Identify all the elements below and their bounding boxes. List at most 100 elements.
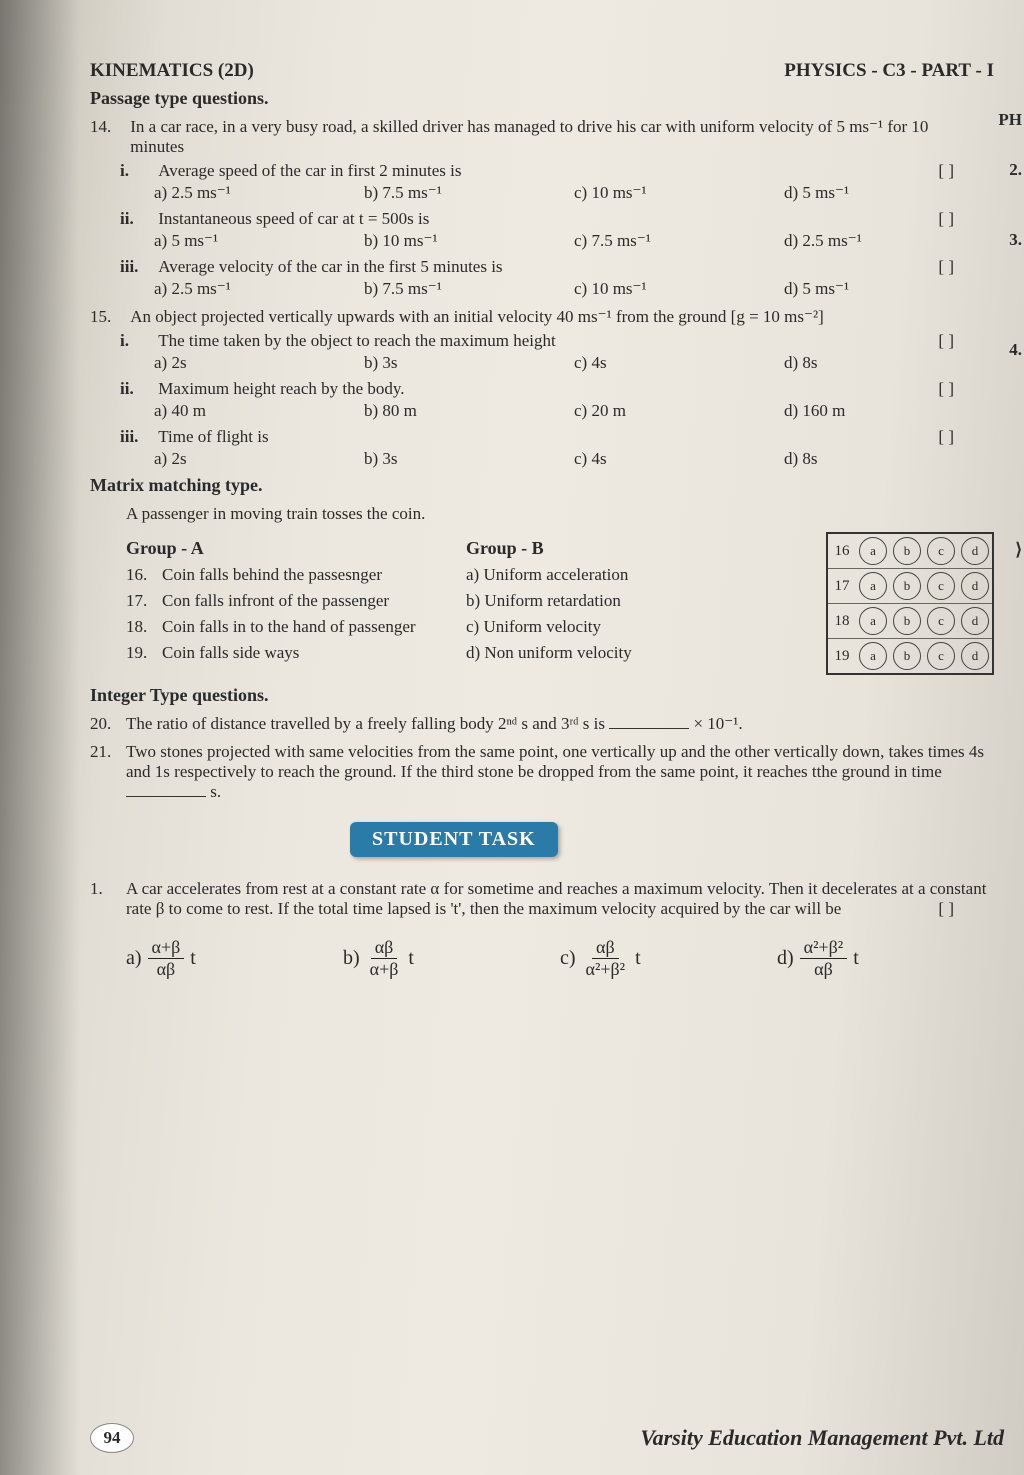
group-b-header: Group - B (466, 538, 716, 559)
matrix-row-18: 18. Coin falls in to the hand of passeng… (126, 617, 818, 637)
omr-bubble: a (859, 607, 887, 635)
text-part-a: Two stones projected with same velocitie… (126, 742, 984, 781)
question-21: 21. Two stones projected with same veloc… (90, 742, 994, 802)
fraction: αβ α+β (366, 937, 403, 980)
option-a: a) 2.5 ms⁻¹ (154, 279, 364, 299)
omr-bubble: b (893, 607, 921, 635)
denominator: αβ (153, 959, 180, 980)
edge-2: 2. (998, 160, 1022, 180)
q15-ii-options: a) 40 m b) 80 m c) 20 m d) 160 m (154, 401, 994, 421)
text-part-a: The ratio of distance travelled by a fre… (126, 714, 609, 733)
q-text: Two stones projected with same velocitie… (126, 742, 994, 802)
sub-text: Time of flight is (158, 427, 878, 447)
answer-bracket: [ ] (938, 331, 954, 351)
q-text: In a car race, in a very busy road, a sk… (130, 117, 950, 157)
q15-iii-options: a) 2s b) 3s c) 4s d) 8s (154, 449, 994, 469)
omr-bubble: c (927, 642, 955, 670)
option-b: b) 3s (364, 353, 574, 373)
omr-row: 16abcd (828, 534, 992, 569)
omr-bubble: a (859, 572, 887, 600)
omr-row-number: 19 (828, 648, 856, 665)
row-num: 16. (126, 565, 162, 585)
suffix: t (853, 947, 859, 970)
option-d: d) 2.5 ms⁻¹ (784, 231, 994, 251)
option-b: b) 7.5 ms⁻¹ (364, 279, 574, 299)
q15-iii: iii. Time of flight is [ ] (120, 427, 994, 447)
answer-bracket: [ ] (938, 379, 954, 399)
omr-bubble: a (859, 642, 887, 670)
q-text: The ratio of distance travelled by a fre… (126, 714, 994, 734)
edge-ph: PH (998, 110, 1022, 130)
omr-row: 18abcd (828, 604, 992, 639)
sub-text: Average velocity of the car in the first… (158, 257, 878, 277)
edge-4: 4. (998, 340, 1022, 360)
fraction: αβ α²+β² (582, 937, 630, 980)
sub-label: ii. (120, 209, 154, 229)
option-d: d) 5 ms⁻¹ (784, 279, 994, 299)
q-number: 1. (90, 879, 126, 919)
omr-bubble: d (961, 572, 989, 600)
answer-bracket: [ ] (938, 427, 954, 447)
matrix-intro: A passenger in moving train tosses the c… (126, 504, 994, 524)
integer-heading: Integer Type questions. (90, 685, 994, 706)
omr-bubble: d (961, 537, 989, 565)
question-14: 14. In a car race, in a very busy road, … (90, 117, 994, 157)
next-page-edge: PH 2. 3. 4. ⟩ (998, 80, 1022, 590)
suffix: t (635, 947, 641, 970)
group-b-text: a) Uniform acceleration (466, 565, 716, 585)
option-d: d) 8s (784, 449, 994, 469)
answer-bracket: [ ] (938, 161, 954, 181)
opt-label: c) (560, 947, 576, 970)
row-num: 19. (126, 643, 162, 663)
fraction: α²+β² αβ (800, 937, 848, 980)
denominator: αβ (810, 959, 837, 980)
q14-iii: iii. Average velocity of the car in the … (120, 257, 994, 277)
option-c: c) 4s (574, 449, 784, 469)
numerator: α²+β² (800, 937, 848, 959)
group-a-header: Group - A (126, 538, 466, 559)
sub-label: i. (120, 161, 154, 181)
text-part-b: s. (206, 782, 221, 801)
q14-ii: ii. Instantaneous speed of car at t = 50… (120, 209, 994, 229)
sub-text: Instantaneous speed of car at t = 500s i… (158, 209, 878, 229)
group-b-text: c) Uniform velocity (466, 617, 716, 637)
opt-label: d) (777, 947, 794, 970)
omr-bubble: b (893, 537, 921, 565)
fraction: α+β αβ (148, 937, 185, 980)
group-a-text: Coin falls behind the passesnger (162, 565, 466, 585)
option-d: d) 5 ms⁻¹ (784, 183, 994, 203)
edge-sym: ⟩ (998, 540, 1022, 560)
option-a: a) 5 ms⁻¹ (154, 231, 364, 251)
omr-row-number: 16 (828, 543, 856, 560)
numerator: αβ (371, 937, 398, 959)
fill-blank (609, 728, 689, 729)
sub-label: i. (120, 331, 154, 351)
omr-row: 19abcd (828, 639, 992, 673)
opt-label: a) (126, 947, 142, 970)
omr-row: 17abcd (828, 569, 992, 604)
matrix-heading: Matrix matching type. (90, 475, 994, 496)
page-header: KINEMATICS (2D) PHYSICS - C3 - PART - I (90, 60, 994, 82)
page-number: 94 (90, 1423, 134, 1453)
omr-bubble: d (961, 642, 989, 670)
suffix: t (408, 947, 414, 970)
omr-bubble: d (961, 607, 989, 635)
q15-i-options: a) 2s b) 3s c) 4s d) 8s (154, 353, 994, 373)
q-text: A car accelerates from rest at a constan… (126, 879, 994, 919)
sub-label: ii. (120, 379, 154, 399)
text-part-b: × 10⁻¹. (689, 714, 742, 733)
q14-iii-options: a) 2.5 ms⁻¹ b) 7.5 ms⁻¹ c) 10 ms⁻¹ d) 5 … (154, 279, 994, 299)
row-num: 17. (126, 591, 162, 611)
q15-i: i. The time taken by the object to reach… (120, 331, 994, 351)
option-d: d) 160 m (784, 401, 994, 421)
sub-text: Maximum height reach by the body. (158, 379, 878, 399)
q-text: An object projected vertically upwards w… (130, 307, 950, 327)
sub-text: Average speed of the car in first 2 minu… (158, 161, 878, 181)
task-question-1: 1. A car accelerates from rest at a cons… (90, 879, 994, 919)
omr-grid: 16abcd17abcd18abcd19abcd (826, 532, 994, 675)
option-a: a) 40 m (154, 401, 364, 421)
opt-label: b) (343, 947, 360, 970)
sub-text: The time taken by the object to reach th… (158, 331, 878, 351)
option-c: c) 10 ms⁻¹ (574, 183, 784, 203)
publisher-name: Varsity Education Management Pvt. Ltd (640, 1425, 1004, 1451)
